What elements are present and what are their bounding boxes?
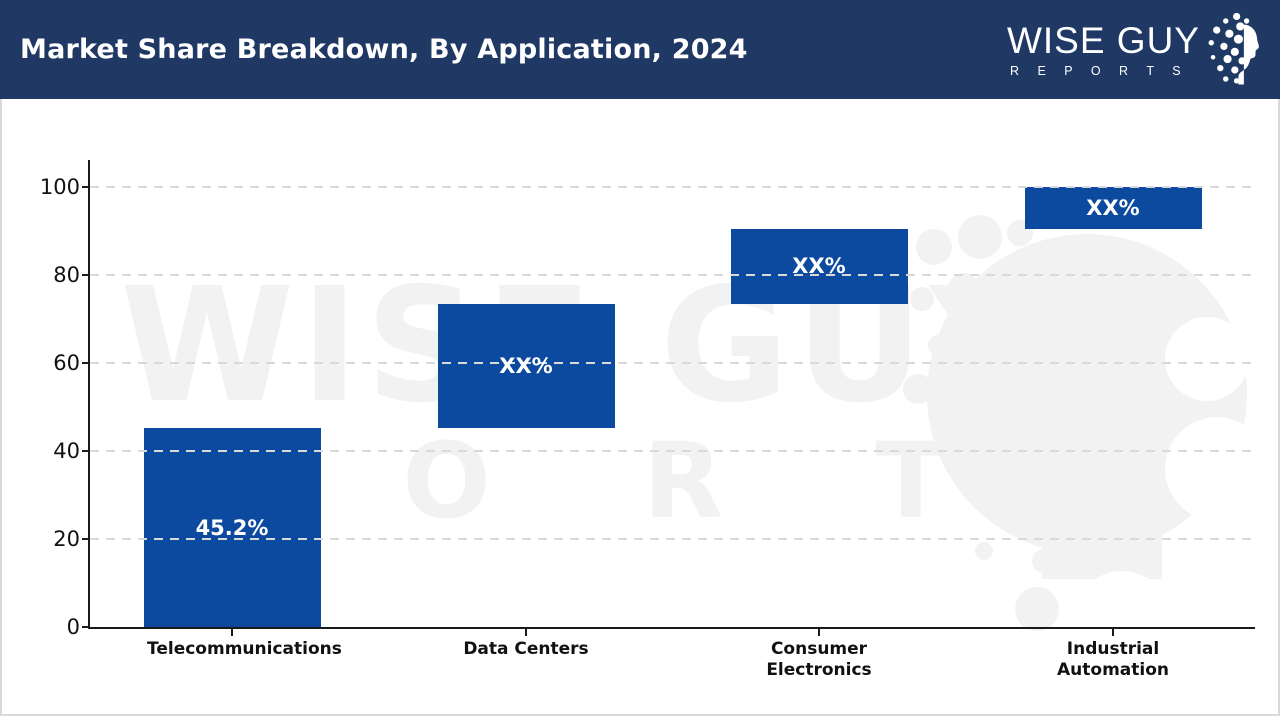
y-tick-60 xyxy=(82,362,90,364)
gridline-80 xyxy=(90,274,1255,276)
category-label-telecommunications: Telecommunications xyxy=(147,639,342,659)
bar-value-label-telecommunications: 45.2% xyxy=(195,515,269,540)
y-axis-line xyxy=(88,160,90,629)
category-label-consumer-electronics: Consumer Electronics xyxy=(766,639,872,681)
x-axis-line xyxy=(88,627,1255,629)
bar-value-label-consumer-electronics: XX% xyxy=(792,254,846,279)
logo-wordmark-line1: WISE GUY xyxy=(1006,19,1200,61)
logo-wordmark: WISE GUY R E P O R T S xyxy=(1007,22,1200,78)
gridline-60 xyxy=(90,362,1255,364)
bar-value-label-data-centers: XX% xyxy=(499,354,553,379)
gridline-100 xyxy=(90,186,1255,188)
x-tick-industrial-automation xyxy=(1112,629,1114,636)
header-bar: Market Share Breakdown, By Application, … xyxy=(0,0,1280,99)
logo-wordmark-line2: R E P O R T S xyxy=(1009,63,1189,78)
bar-consumer-electronics xyxy=(730,228,908,305)
y-tick-label-40: 40 xyxy=(53,439,80,463)
y-tick-label-100: 100 xyxy=(39,175,80,199)
bar-value-label-industrial-automation: XX% xyxy=(1086,195,1140,220)
logo-head-icon xyxy=(1208,12,1259,84)
bar-data-centers xyxy=(437,304,615,429)
bar-industrial-automation xyxy=(1024,187,1202,229)
y-tick-20 xyxy=(82,538,90,540)
y-tick-label-80: 80 xyxy=(53,263,80,287)
x-tick-consumer-electronics xyxy=(818,629,820,636)
y-tick-label-20: 20 xyxy=(53,527,80,551)
x-tick-data-centers xyxy=(525,629,527,636)
gridline-20 xyxy=(90,538,1255,540)
y-tick-80 xyxy=(82,274,90,276)
bar-telecommunications xyxy=(143,428,321,627)
y-tick-label-0: 0 xyxy=(66,615,80,639)
chart-area: WISE GUY P O R T S 45.2% Telecommunicatio… xyxy=(0,99,1280,716)
page-title: Market Share Breakdown, By Application, … xyxy=(20,34,748,65)
category-label-data-centers: Data Centers xyxy=(463,639,589,659)
waterfall-chart: 45.2% Telecommunications XX% Data Centers XX… xyxy=(2,99,1280,716)
watermark-text-line2: P O R T S xyxy=(174,420,1232,542)
y-tick-100 xyxy=(82,186,90,188)
x-tick-telecommunications xyxy=(231,629,233,636)
gridline-40 xyxy=(90,450,1255,452)
category-label-industrial-automation: Industrial Automation xyxy=(1057,639,1169,681)
y-tick-label-60: 60 xyxy=(53,351,80,375)
y-tick-0 xyxy=(82,626,90,628)
wise-guy-reports-logo: WISE GUY R E P O R T S xyxy=(1007,9,1262,91)
watermark-head-graphic xyxy=(903,215,1269,667)
y-tick-40 xyxy=(82,450,90,452)
